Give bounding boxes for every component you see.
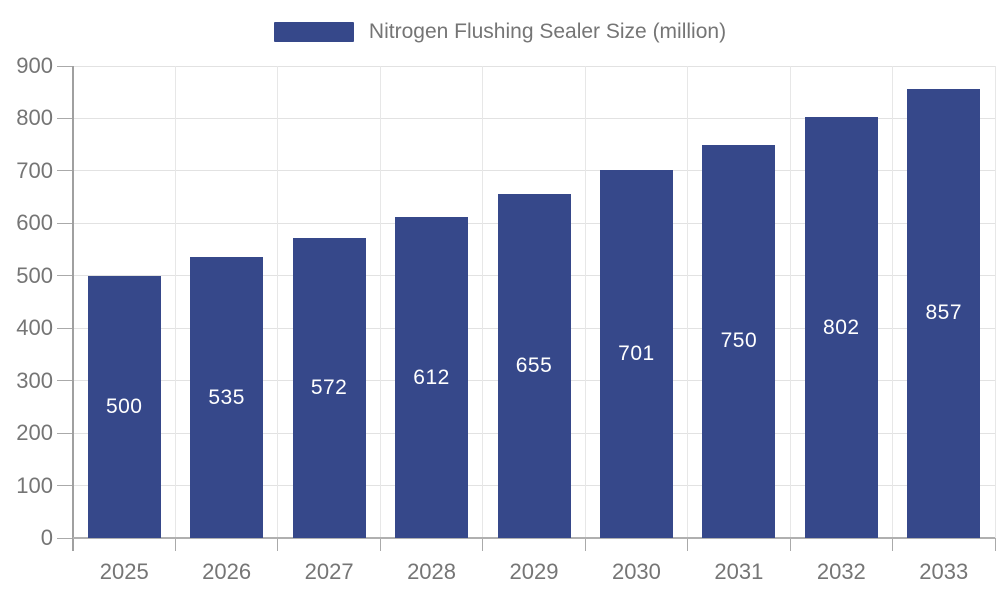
bar-value-label: 857 (925, 301, 963, 325)
y-axis-tick (57, 65, 73, 67)
y-tick-label: 900 (16, 53, 53, 78)
x-gridline (379, 66, 381, 538)
x-tick-label: 2027 (304, 559, 354, 584)
x-gridline (584, 66, 586, 538)
x-gridline (277, 66, 279, 538)
y-gridline (73, 117, 995, 119)
x-tick-label: 2026 (202, 559, 252, 584)
bar (395, 217, 469, 538)
y-axis-tick (57, 485, 73, 487)
bar (292, 238, 366, 538)
bar (87, 275, 161, 538)
y-tick-label: 200 (16, 420, 53, 446)
x-axis-line (73, 537, 995, 539)
legend-label: Nitrogen Flushing Sealer Size (million) (368, 20, 727, 43)
bar (702, 144, 776, 538)
bar (907, 88, 981, 538)
x-tick-label: 2025 (99, 559, 149, 584)
bar (599, 170, 673, 538)
y-axis-line (72, 66, 74, 551)
x-gridline (174, 66, 176, 538)
bar-value-label: 750 (720, 329, 758, 353)
x-axis-tick (482, 538, 484, 551)
legend-swatch (273, 22, 354, 42)
y-gridline (73, 432, 995, 434)
x-axis-tick (277, 538, 279, 551)
bar-value-label: 655 (515, 354, 553, 378)
x-axis-tick (789, 538, 791, 551)
bar (190, 257, 264, 538)
y-gridline (73, 170, 995, 172)
legend-item[interactable]: Nitrogen Flushing Sealer Size (million) (0, 18, 1000, 46)
y-gridline (73, 380, 995, 382)
x-tick-label: 2030 (611, 559, 661, 584)
y-axis-tick (57, 537, 73, 539)
x-gridline (789, 66, 791, 538)
y-gridline (73, 65, 995, 67)
bar-value-label: 500 (105, 394, 143, 418)
y-tick-label: 800 (16, 105, 53, 131)
y-tick-label: 100 (16, 472, 53, 498)
y-gridline (73, 327, 995, 329)
y-gridline (73, 275, 995, 277)
x-tick-label: 2031 (714, 559, 764, 584)
y-axis-tick (57, 380, 73, 382)
bar-value-label: 701 (618, 342, 655, 366)
x-gridline (687, 66, 689, 538)
x-axis-tick (892, 538, 894, 551)
x-axis-tick (379, 538, 381, 551)
bar (804, 117, 878, 538)
x-tick-label: 2032 (816, 559, 866, 584)
x-axis-tick (72, 538, 74, 551)
bar-value-label: 535 (208, 385, 245, 409)
x-gridline (482, 66, 484, 538)
y-tick-label: 400 (16, 315, 53, 341)
y-axis-tick (57, 170, 73, 172)
x-tick-label: 2028 (407, 559, 457, 584)
y-axis-tick (57, 432, 73, 434)
x-gridline (994, 66, 996, 538)
y-axis-tick (57, 327, 73, 329)
x-axis-tick (687, 538, 689, 551)
y-tick-label: 600 (16, 210, 53, 236)
x-axis-tick (994, 538, 996, 551)
y-tick-label: 0 (40, 525, 53, 550)
bar-value-label: 612 (413, 365, 450, 389)
x-tick-label: 2033 (919, 559, 969, 584)
y-gridline (73, 485, 995, 487)
y-tick-label: 500 (16, 262, 53, 288)
y-tick-label: 300 (16, 367, 53, 393)
bar-value-label: 802 (823, 315, 860, 339)
bar-value-label: 572 (310, 376, 348, 399)
bar (497, 194, 571, 538)
x-axis-tick (174, 538, 176, 551)
y-gridline (73, 222, 995, 224)
y-axis-tick (57, 275, 73, 277)
x-gridline (892, 66, 894, 538)
y-tick-label: 700 (16, 157, 53, 183)
x-tick-label: 2029 (509, 559, 559, 584)
y-axis-tick (57, 117, 73, 119)
y-axis-tick (57, 222, 73, 224)
x-axis-tick (584, 538, 586, 551)
